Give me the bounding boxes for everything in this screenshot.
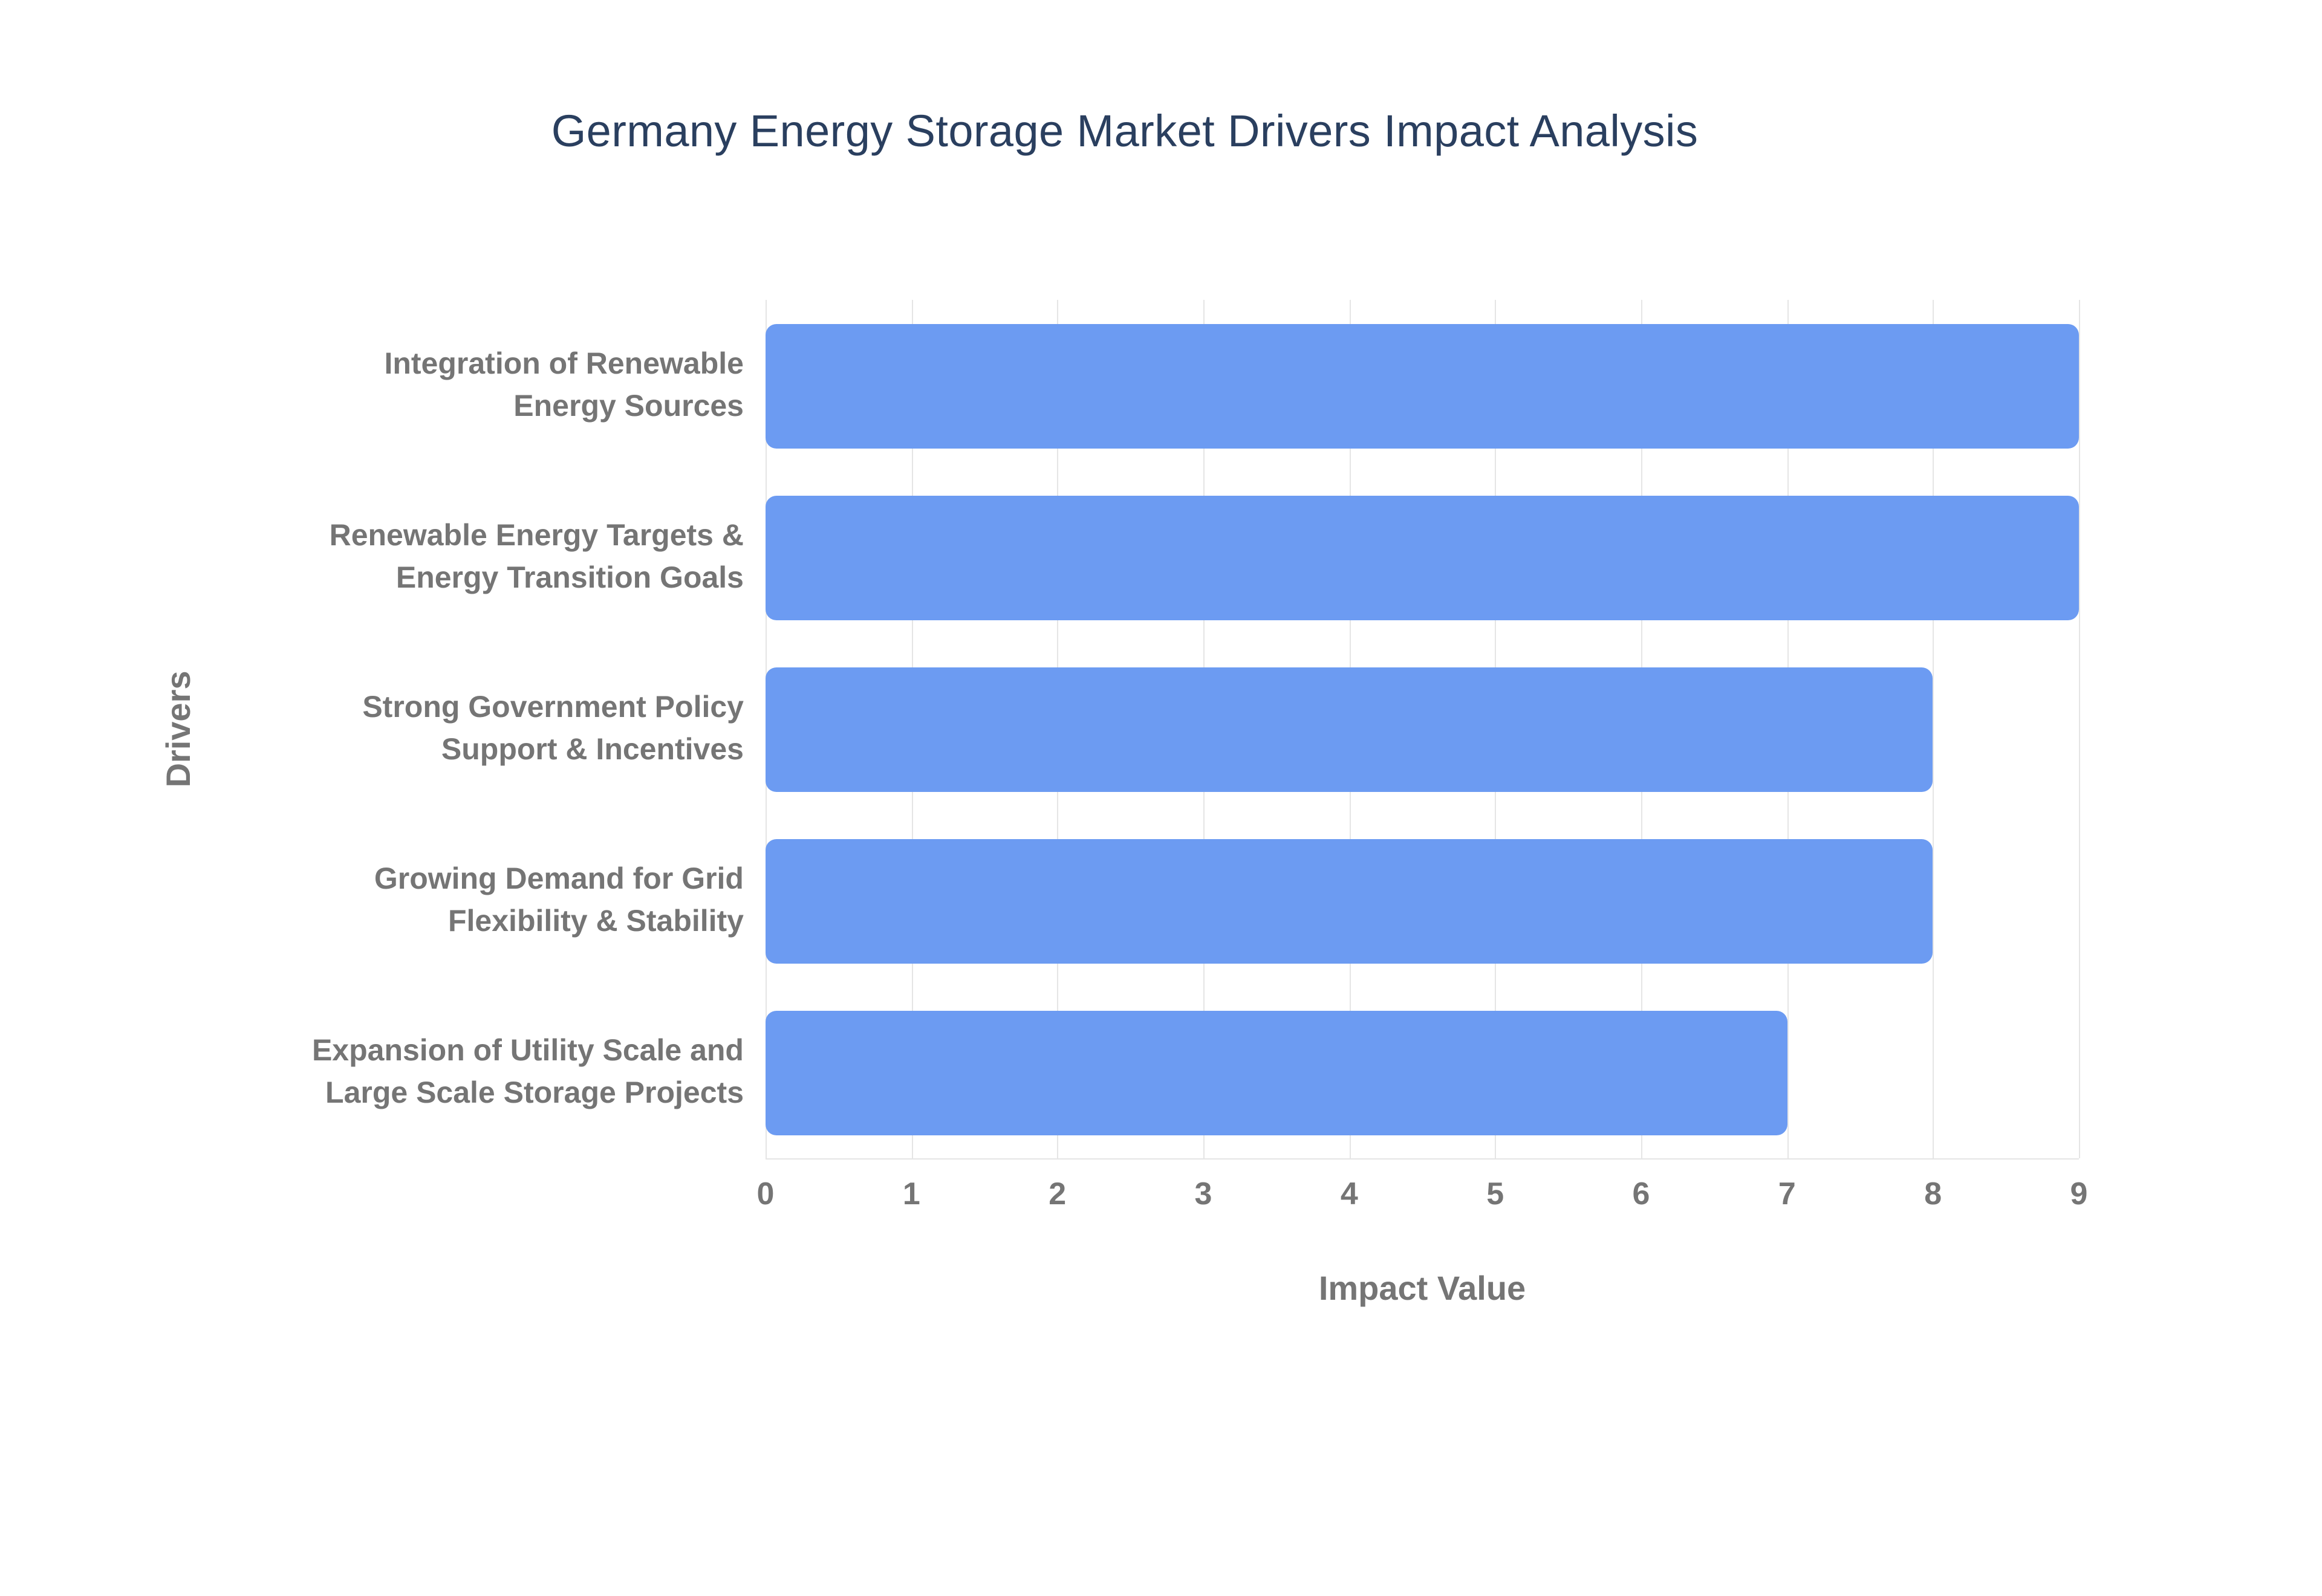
y-category-label: Integration of Renewable Energy Sources (384, 347, 744, 423)
y-category-label: Renewable Energy Targets & Energy Transi… (329, 519, 744, 595)
x-tick-label: 2 (1049, 1175, 1067, 1212)
chart-title: Germany Energy Storage Market Drivers Im… (551, 106, 1699, 156)
bar (766, 1010, 1787, 1135)
bar-row (766, 300, 2079, 472)
x-tick-label: 7 (1778, 1175, 1796, 1212)
bar-row (766, 643, 2079, 815)
bar (766, 839, 1933, 963)
x-tick-label: 9 (2070, 1175, 2088, 1212)
gridline (1933, 300, 1934, 1158)
y-category-label: Expansion of Utility Scale and Large Sca… (311, 1034, 744, 1110)
bar-row (766, 815, 2079, 987)
bar-row (766, 472, 2079, 643)
bar-row (766, 987, 2079, 1158)
plot-area (766, 300, 2080, 1160)
x-tick-label: 1 (902, 1175, 920, 1212)
x-tick-label: 4 (1340, 1175, 1358, 1212)
x-tick-label: 0 (756, 1175, 775, 1212)
y-axis-category-labels: Integration of Renewable Energy Sources R… (169, 300, 744, 1158)
x-axis-title: Impact Value (1318, 1270, 1526, 1307)
gridline (2079, 300, 2080, 1158)
x-tick-label: 5 (1486, 1175, 1504, 1212)
bar (766, 323, 2079, 448)
x-tick-label: 6 (1632, 1175, 1650, 1212)
x-axis-tick-labels: 0 1 2 3 4 5 6 7 8 9 (757, 1175, 2088, 1226)
bar (766, 667, 1933, 791)
bar (766, 495, 2079, 620)
x-tick-label: 3 (1194, 1175, 1212, 1212)
y-category-label: Growing Demand for Grid Flexibility & St… (374, 862, 744, 938)
x-tick-label: 8 (1924, 1175, 1942, 1212)
y-category-label: Strong Government Policy Support & Incen… (362, 690, 744, 767)
